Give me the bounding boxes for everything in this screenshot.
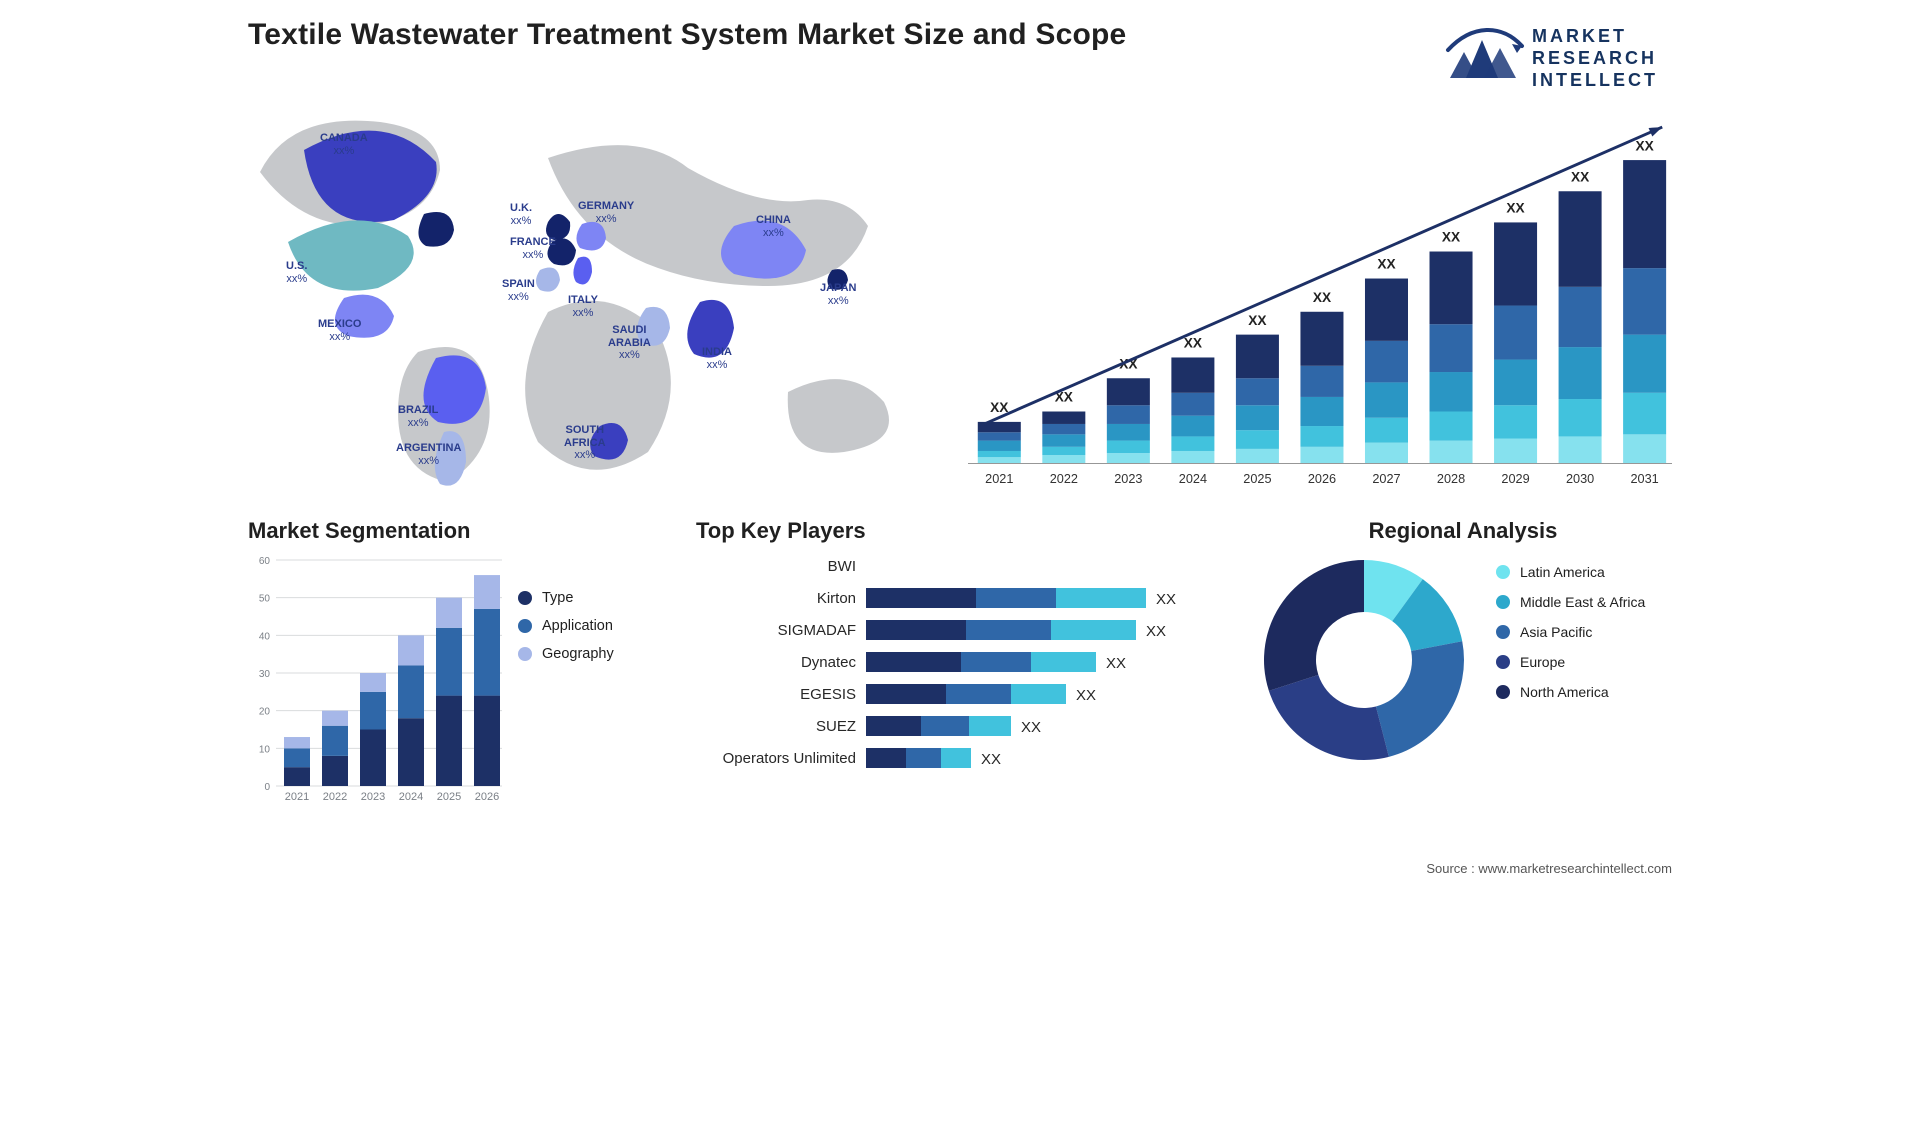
- svg-text:XX: XX: [1106, 655, 1126, 672]
- svg-text:BWI: BWI: [828, 558, 856, 575]
- svg-text:2029: 2029: [1501, 471, 1529, 486]
- map-label: U.K.xx%: [510, 202, 532, 227]
- svg-text:XX: XX: [1377, 257, 1395, 272]
- svg-text:10: 10: [259, 744, 271, 755]
- svg-text:SUEZ: SUEZ: [816, 718, 856, 735]
- svg-text:2023: 2023: [1114, 471, 1142, 486]
- map-label: FRANCExx%: [510, 236, 556, 261]
- map-label: ITALYxx%: [568, 294, 598, 319]
- map-label: INDIAxx%: [702, 346, 732, 371]
- segmentation-panel: Market Segmentation 0 10 20 30 40 50 60 2021 202…: [248, 518, 668, 815]
- legend-item: Europe: [1496, 654, 1645, 670]
- svg-text:2021: 2021: [985, 471, 1013, 486]
- svg-text:2027: 2027: [1372, 471, 1400, 486]
- svg-text:XX: XX: [1571, 169, 1589, 184]
- svg-text:2028: 2028: [1437, 471, 1465, 486]
- svg-text:MARKET: MARKET: [1532, 26, 1627, 46]
- map-label: SOUTHAFRICAxx%: [564, 424, 606, 462]
- svg-text:XX: XX: [1156, 591, 1176, 608]
- svg-text:2021: 2021: [285, 791, 309, 803]
- svg-text:2025: 2025: [437, 791, 461, 803]
- svg-text:2023: 2023: [361, 791, 385, 803]
- map-label: CANADAxx%: [320, 132, 368, 157]
- brand-logo: MARKETRESEARCHINTELLECT: [1442, 18, 1672, 98]
- map-label: GERMANYxx%: [578, 200, 634, 225]
- svg-text:30: 30: [259, 669, 271, 680]
- players-panel: Top Key Players BWI Kirton XX SIGMADAF XX Dyn…: [696, 518, 1226, 815]
- regional-donut: [1254, 550, 1474, 770]
- svg-text:XX: XX: [1248, 313, 1266, 328]
- svg-text:SIGMADAF: SIGMADAF: [778, 622, 856, 639]
- page-title: Textile Wastewater Treatment System Mark…: [248, 18, 1126, 52]
- map-label: CHINAxx%: [756, 214, 791, 239]
- svg-text:2031: 2031: [1630, 471, 1658, 486]
- svg-text:EGESIS: EGESIS: [800, 686, 856, 703]
- legend-item: Asia Pacific: [1496, 624, 1645, 640]
- svg-text:2024: 2024: [399, 791, 423, 803]
- map-label: ARGENTINAxx%: [396, 442, 461, 467]
- svg-text:XX: XX: [1076, 687, 1096, 704]
- svg-text:XX: XX: [1021, 719, 1041, 736]
- map-label: U.S.xx%: [286, 260, 307, 285]
- svg-text:0: 0: [264, 782, 270, 793]
- svg-text:2030: 2030: [1566, 471, 1594, 486]
- svg-text:Dynatec: Dynatec: [801, 654, 857, 671]
- map-label: SPAINxx%: [502, 278, 535, 303]
- svg-text:Kirton: Kirton: [817, 590, 856, 607]
- svg-text:60: 60: [259, 556, 271, 567]
- map-label: JAPANxx%: [820, 282, 856, 307]
- map-label: SAUDIARABIAxx%: [608, 324, 651, 362]
- svg-text:XX: XX: [1442, 230, 1460, 245]
- svg-text:XX: XX: [981, 751, 1001, 768]
- svg-text:XX: XX: [1506, 201, 1524, 216]
- source-line: Source : www.marketresearchintellect.com: [1426, 861, 1672, 876]
- svg-text:XX: XX: [1635, 138, 1653, 153]
- segmentation-title: Market Segmentation: [248, 518, 668, 544]
- legend-item: Geography: [518, 646, 614, 662]
- svg-text:XX: XX: [1313, 290, 1331, 305]
- svg-text:XX: XX: [1184, 336, 1202, 351]
- segmentation-legend: Type Application Geography: [518, 578, 614, 674]
- players-title: Top Key Players: [696, 518, 1226, 544]
- growth-chart: 2021 XX 2022 XX 2023 XX 2024 XX 2025 XX 2026 XX 2027…: [968, 102, 1672, 512]
- regional-panel: Regional Analysis Latin America Middle Ea…: [1254, 518, 1672, 815]
- map-label: BRAZILxx%: [398, 404, 438, 429]
- svg-text:XX: XX: [990, 400, 1008, 415]
- svg-text:50: 50: [259, 594, 271, 605]
- svg-text:2022: 2022: [323, 791, 347, 803]
- regional-title: Regional Analysis: [1254, 518, 1672, 544]
- svg-text:2024: 2024: [1179, 471, 1207, 486]
- map-label: MEXICOxx%: [318, 318, 361, 343]
- world-map: CANADAxx% U.S.xx% MEXICOxx% BRAZILxx% ARGENT…: [248, 102, 928, 512]
- svg-text:2025: 2025: [1243, 471, 1271, 486]
- svg-text:XX: XX: [1146, 623, 1166, 640]
- svg-text:Operators Unlimited: Operators Unlimited: [723, 750, 856, 767]
- svg-text:40: 40: [259, 631, 271, 642]
- svg-text:2026: 2026: [475, 791, 499, 803]
- legend-item: Middle East & Africa: [1496, 594, 1645, 610]
- svg-text:RESEARCH: RESEARCH: [1532, 48, 1657, 68]
- svg-text:2026: 2026: [1308, 471, 1336, 486]
- svg-text:INTELLECT: INTELLECT: [1532, 70, 1658, 90]
- regional-legend: Latin America Middle East & Africa Asia Pa…: [1496, 550, 1645, 714]
- legend-item: Application: [518, 618, 614, 634]
- legend-item: Latin America: [1496, 564, 1645, 580]
- svg-text:20: 20: [259, 707, 271, 718]
- legend-item: North America: [1496, 684, 1645, 700]
- legend-item: Type: [518, 590, 614, 606]
- svg-text:2022: 2022: [1050, 471, 1078, 486]
